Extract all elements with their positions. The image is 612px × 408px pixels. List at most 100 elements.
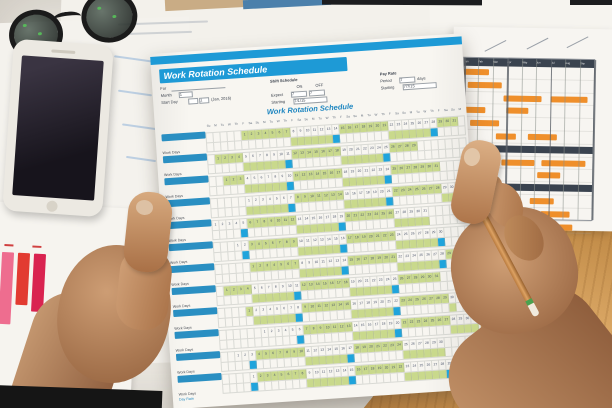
day-number: 10	[314, 370, 319, 375]
day-number: 9	[281, 285, 284, 289]
day-number: 15	[314, 150, 319, 154]
day-number: 15	[349, 258, 354, 262]
expect-label: Expect	[270, 93, 284, 99]
dow-cell-label: Th	[234, 122, 239, 127]
day-number: 21	[391, 255, 396, 260]
dark-object-top-right-edge	[570, 0, 612, 5]
day-number: 28	[413, 276, 418, 280]
day-number: 1	[225, 288, 228, 293]
day-number: 26	[421, 187, 426, 191]
day-number: 20	[368, 235, 373, 239]
on-label: ON	[296, 84, 303, 90]
day-number: 27	[433, 252, 438, 257]
day-number: 22	[389, 123, 394, 127]
day-number: 9	[319, 326, 322, 331]
day-number: 16	[321, 149, 325, 154]
day-number: 17	[328, 149, 332, 154]
day-number: 25	[381, 212, 386, 216]
dow-cell-label: M	[409, 111, 413, 115]
day-number: 26	[388, 211, 393, 216]
day-number: 28	[451, 317, 456, 322]
day-number: 4	[273, 373, 276, 378]
dow-cell-label: M	[360, 114, 364, 118]
gantt-bar	[527, 133, 557, 141]
day-number: 30	[465, 316, 470, 321]
dow-cell-label: W	[227, 123, 231, 127]
day-number: 5	[280, 373, 283, 377]
dark-object-top-edge	[321, 0, 483, 6]
day-number: 15	[322, 282, 327, 286]
month-input: 1	[178, 91, 194, 99]
dow-cell-label: F	[291, 119, 294, 123]
day-number: 27	[406, 276, 411, 281]
gantt-bar	[463, 68, 489, 76]
chart-label-mark	[32, 245, 42, 248]
dow-cell-label: M	[458, 108, 462, 112]
day-number: 24	[385, 167, 390, 172]
day-number: 8	[263, 220, 266, 224]
day-number: 1	[237, 354, 240, 358]
day-number: 18	[332, 215, 337, 219]
day-number: 7	[294, 262, 297, 266]
day-number: 15	[344, 192, 349, 197]
dow-cell-label: Tu	[367, 114, 371, 118]
day-number: 29	[432, 341, 436, 345]
day-number: 25	[383, 145, 388, 150]
day-number: 9	[270, 219, 273, 224]
chart-bar	[15, 252, 31, 306]
day-number: 4	[273, 263, 276, 267]
day-number: 29	[420, 275, 425, 280]
day-number: 15	[360, 323, 365, 328]
day-number: 8	[286, 350, 289, 355]
day-number: 26	[426, 253, 431, 257]
day-number: 13	[326, 127, 331, 132]
day-number: 14	[315, 172, 320, 176]
day-number: 7	[285, 130, 288, 134]
day-number: 25	[430, 319, 435, 323]
lens-glint	[37, 31, 43, 36]
day-number: 24	[374, 212, 379, 217]
day-number: 19	[377, 256, 382, 261]
day-number: 15	[334, 347, 339, 352]
day-number: 22	[363, 147, 367, 151]
day-number: 9	[292, 240, 295, 244]
day-number: 20	[379, 190, 384, 194]
day-number: 26	[417, 121, 422, 126]
day-number: 29	[443, 296, 447, 300]
day-number: 20	[357, 279, 362, 284]
day-number: 10	[310, 305, 315, 309]
month-fields: For Month 1 Start Day 1 (Jan, 2016)	[160, 79, 266, 107]
day-number: 12	[301, 283, 306, 288]
day-number: 16	[356, 368, 361, 372]
day-number: 10	[287, 284, 292, 289]
day-number: 4	[238, 155, 241, 160]
day-number: 20	[384, 366, 389, 370]
day-number: 21	[387, 299, 392, 304]
day-number: 13	[297, 217, 302, 222]
dow-cell-label: F	[388, 112, 392, 116]
day-number: 19	[339, 214, 344, 219]
dow-cell-label: Su	[451, 108, 455, 112]
day-number: 1	[252, 264, 255, 269]
dow-cell-label: Th	[381, 113, 385, 117]
day-number: 7	[290, 306, 293, 310]
day-number: 2	[250, 132, 253, 137]
lens-glint	[22, 23, 27, 28]
dow-cell-label: Tu	[416, 110, 420, 114]
dow-cell-label: Tu	[220, 123, 225, 127]
day-number: 17	[363, 367, 368, 372]
for-label: For	[160, 87, 167, 92]
day-number: 14	[315, 282, 320, 287]
day-number: 28	[404, 144, 409, 148]
day-number: 25	[419, 363, 424, 368]
day-number: 2	[259, 264, 262, 268]
day-number: 5	[264, 242, 267, 246]
day-number: 6	[282, 196, 285, 201]
start-day-input-1	[187, 97, 199, 105]
day-number: 10	[287, 174, 292, 178]
dow-cell-label: Sa	[248, 121, 253, 126]
day-number: 18	[343, 280, 348, 285]
